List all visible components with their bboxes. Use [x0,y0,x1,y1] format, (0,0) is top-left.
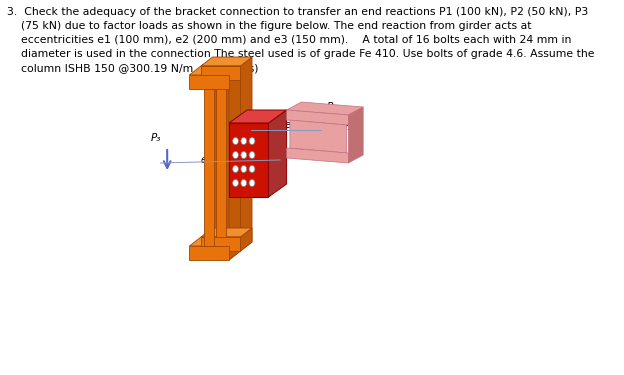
Circle shape [249,165,255,172]
Polygon shape [226,71,237,237]
Circle shape [249,138,255,144]
Bar [190,75,229,89]
Polygon shape [201,57,252,66]
Polygon shape [240,228,252,251]
Text: e₁: e₁ [284,120,294,130]
Text: P₃: P₃ [151,133,162,143]
Polygon shape [214,80,226,246]
Bar [190,246,229,260]
Circle shape [241,152,246,159]
Polygon shape [204,80,226,89]
Bar [201,66,240,80]
Bar [229,123,268,197]
Text: P₁: P₁ [327,102,338,112]
Circle shape [241,165,246,172]
Polygon shape [229,110,286,123]
Circle shape [249,180,255,186]
Polygon shape [201,228,252,237]
Text: P₂: P₂ [342,122,352,132]
Circle shape [233,165,238,172]
Bar [216,80,226,237]
Polygon shape [216,71,237,80]
Polygon shape [190,66,240,75]
Circle shape [241,180,246,186]
Bar [204,89,214,246]
Polygon shape [286,110,348,125]
Text: 3.  Check the adequacy of the bracket connection to transfer an end reactions P1: 3. Check the adequacy of the bracket con… [7,7,594,73]
Circle shape [241,138,246,144]
Polygon shape [229,237,240,260]
Polygon shape [229,66,240,260]
Polygon shape [286,102,363,115]
Circle shape [249,152,255,159]
Polygon shape [240,57,252,251]
Polygon shape [290,120,347,153]
Bar [201,237,240,251]
Polygon shape [348,107,363,163]
Polygon shape [190,237,240,246]
Polygon shape [286,148,348,163]
Circle shape [233,152,238,159]
Circle shape [233,138,238,144]
Circle shape [233,180,238,186]
Text: e₂: e₂ [295,142,305,152]
Text: e₃: e₃ [201,155,211,165]
Polygon shape [268,110,286,197]
